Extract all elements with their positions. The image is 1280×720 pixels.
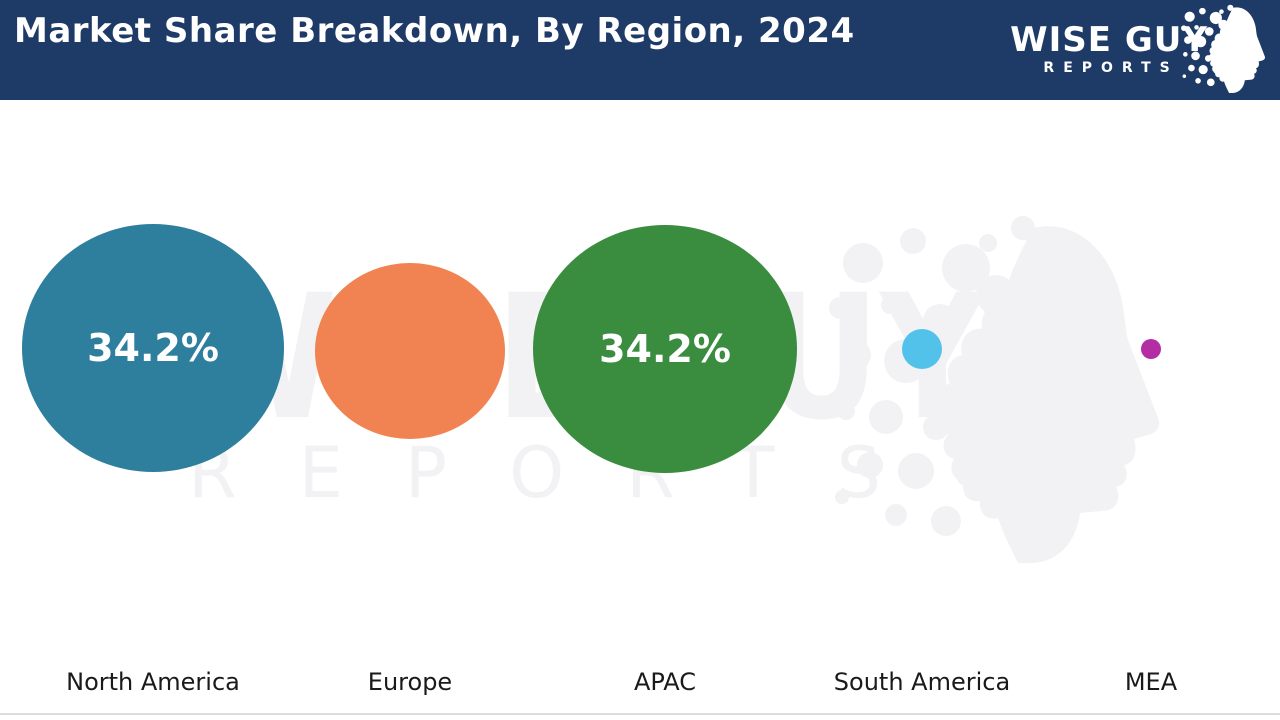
logo-reports-label: REPORTS [1043, 59, 1179, 76]
category-label-apac: APAC [633, 668, 697, 696]
logo-wiseguy-label: WISE GUY [1010, 19, 1208, 60]
category-label-mea: MEA [1124, 668, 1178, 696]
wiseguy-logo: WISE GUY REPORTS [1010, 4, 1270, 93]
category-label-north-america: North America [66, 668, 240, 696]
bubble-apac: 34.2% [533, 225, 797, 473]
plot-area: 34.2% North America Europe 34.2% APAC South A… [0, 100, 1280, 720]
bubble-europe [315, 263, 505, 439]
bubble-value-label: 34.2% [599, 327, 731, 371]
bubble-north-america: 34.2% [22, 224, 284, 472]
bubble-mea [1141, 339, 1161, 359]
logo-head-icon [1181, 4, 1266, 93]
bottom-divider [0, 713, 1280, 715]
category-label-south-america: South America [833, 668, 1011, 696]
header-bar: Market Share Breakdown, By Region, 2024 … [0, 0, 1280, 100]
watermark-reports-text: REPORTS [188, 432, 943, 514]
bubble-value-label: 34.2% [87, 326, 219, 370]
bubble-south-america [902, 329, 942, 369]
category-label-europe: Europe [367, 668, 453, 696]
chart-title: Market Share Breakdown, By Region, 2024 [14, 11, 855, 51]
logo-text: WISE GUY REPORTS [1010, 23, 1208, 75]
watermark-head-icon [829, 216, 1160, 563]
